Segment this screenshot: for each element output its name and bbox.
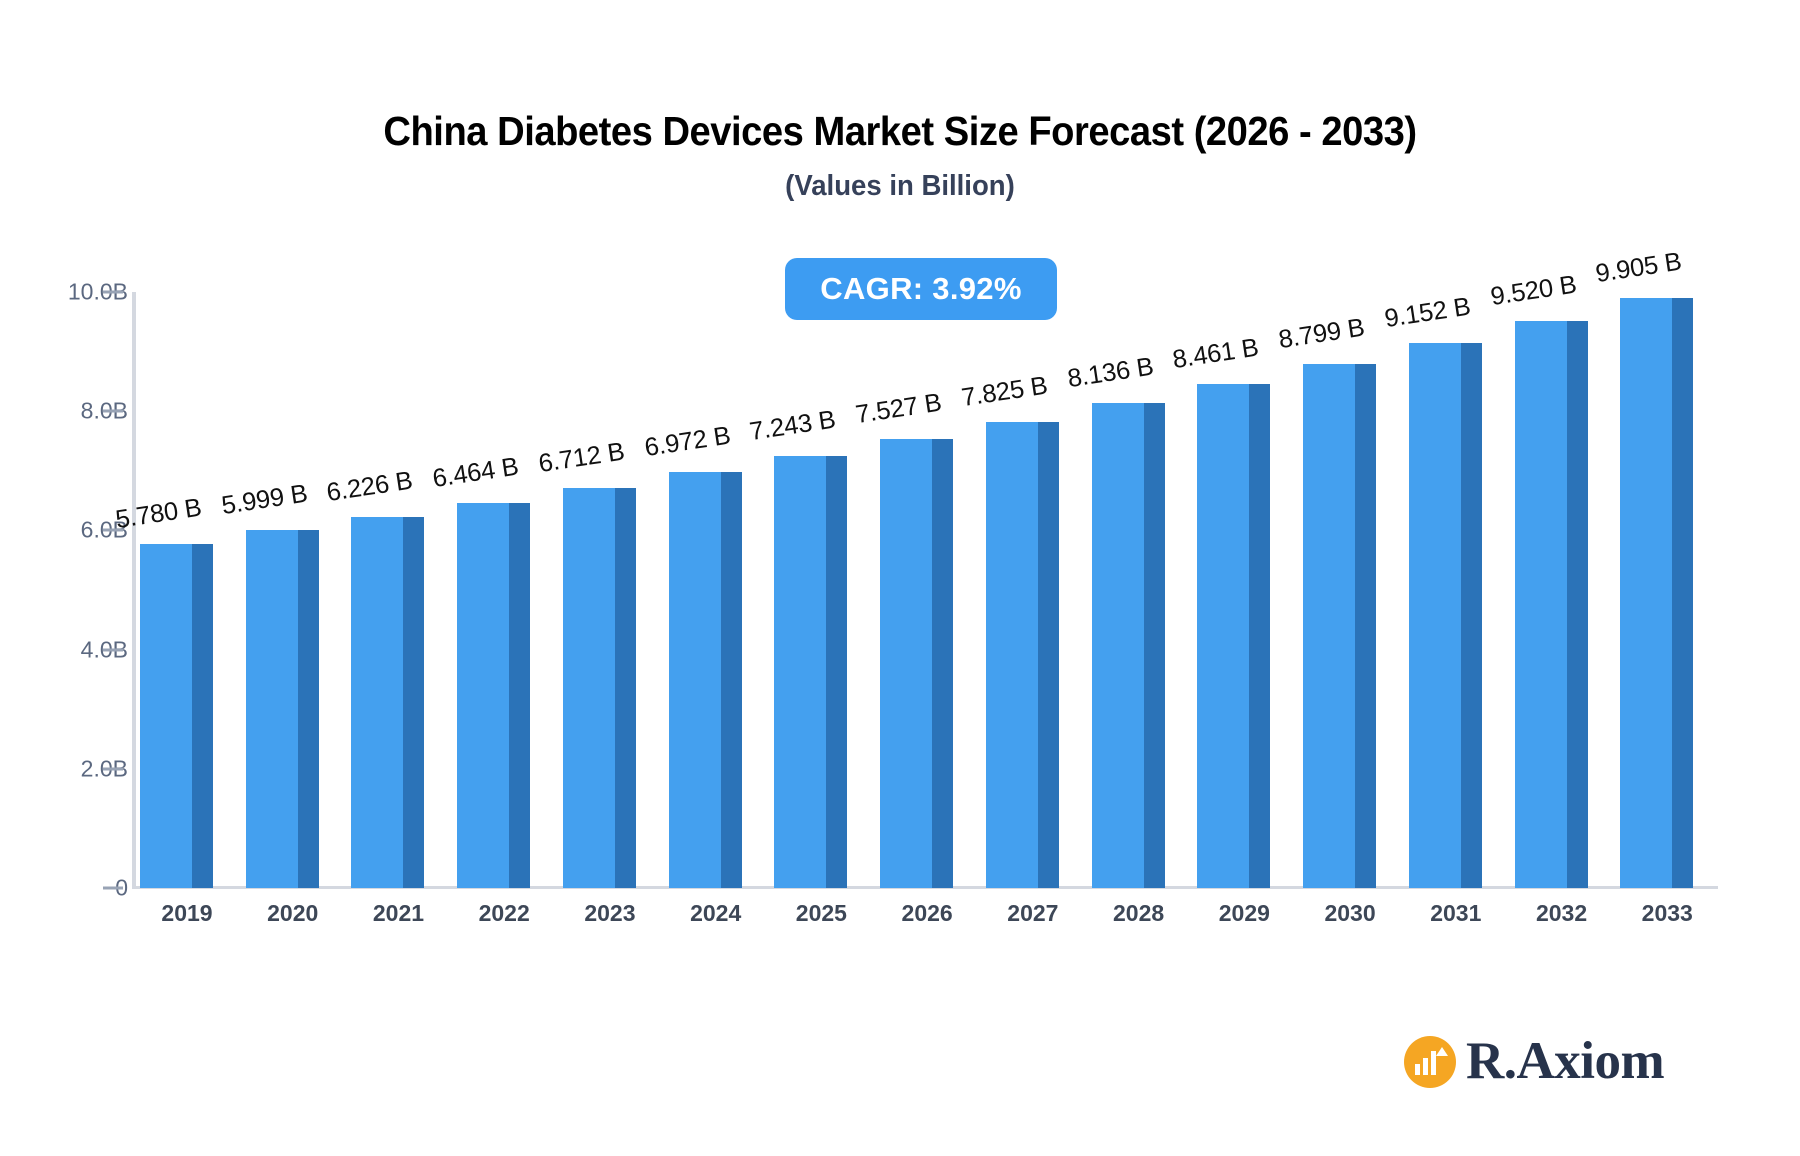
- x-tick-label: 2024: [690, 900, 742, 926]
- bar-side-shadow: [1249, 383, 1271, 888]
- logo-bars-icon: [1415, 1050, 1436, 1075]
- bar-2026: [880, 439, 954, 888]
- x-tick-label: 2019: [161, 900, 213, 926]
- bar-side-shadow: [509, 502, 531, 888]
- x-tick-label: 2022: [478, 900, 530, 926]
- y-tick-dash: [103, 767, 123, 771]
- bar-2027: [985, 421, 1059, 888]
- chart-title: China Diabetes Devices Market Size Forec…: [383, 108, 1417, 154]
- y-tick-dash: [103, 290, 123, 294]
- bar-2021: [351, 516, 425, 888]
- bar-2019: [140, 543, 213, 888]
- x-tick-label: 2023: [584, 900, 636, 926]
- x-tick-label: 2032: [1535, 900, 1588, 926]
- bar-2028: [1091, 403, 1165, 888]
- bar-side-shadow: [1355, 363, 1377, 888]
- bar-2025: [774, 456, 848, 888]
- bar-side-shadow: [1037, 421, 1059, 888]
- cagr-badge: CAGR: 3.92%: [785, 258, 1057, 320]
- y-tick-dash: [103, 648, 123, 652]
- x-tick-label: 2029: [1218, 900, 1270, 926]
- logo-arrow-icon: [1436, 1046, 1448, 1056]
- bar-2031: [1408, 342, 1482, 888]
- x-tick-label: 2033: [1641, 900, 1693, 926]
- bar-2020: [245, 530, 319, 888]
- bar-series: [132, 292, 1718, 888]
- bar-2033: [1620, 297, 1694, 888]
- x-tick-label: 2025: [795, 900, 847, 926]
- bar-2022: [457, 502, 531, 888]
- y-tick-dash: [103, 528, 123, 532]
- x-tick-label: 2021: [372, 900, 425, 926]
- bar-side-shadow: [614, 487, 636, 888]
- x-tick-label: 2020: [267, 900, 319, 926]
- chart-subtitle: (Values in Billion): [785, 170, 1015, 202]
- x-tick-label: 2027: [1007, 900, 1059, 926]
- bar-side-shadow: [1566, 320, 1588, 888]
- x-tick-label: 2030: [1324, 900, 1376, 926]
- bar-2023: [562, 487, 636, 888]
- bar-side-shadow: [1143, 403, 1165, 888]
- bar-2029: [1197, 383, 1271, 888]
- x-tick-label: 2026: [901, 900, 953, 926]
- bar-value-label: 9.905 B: [1593, 247, 1684, 288]
- bar-2032: [1514, 320, 1588, 888]
- bar-chart-icon: [1404, 1035, 1456, 1088]
- logo-text: R.Axiom: [1466, 1032, 1665, 1090]
- y-tick-dash: [103, 409, 123, 413]
- bar-side-shadow: [403, 516, 425, 888]
- bar-side-shadow: [720, 472, 742, 888]
- bar-side-shadow: [1460, 342, 1482, 888]
- bar-side-shadow: [826, 456, 848, 888]
- x-tick-label: 2031: [1430, 900, 1482, 926]
- bar-2030: [1303, 363, 1377, 888]
- brand-logo: R.Axiom: [1404, 1032, 1665, 1090]
- bar-side-shadow: [297, 530, 319, 888]
- bar-side-shadow: [192, 543, 213, 888]
- bar-side-shadow: [932, 439, 954, 888]
- x-tick-label: 2028: [1113, 900, 1165, 926]
- y-axis-line: [132, 292, 136, 888]
- y-tick-dash: [103, 886, 123, 890]
- bar-2024: [668, 472, 742, 888]
- bar-side-shadow: [1672, 297, 1694, 888]
